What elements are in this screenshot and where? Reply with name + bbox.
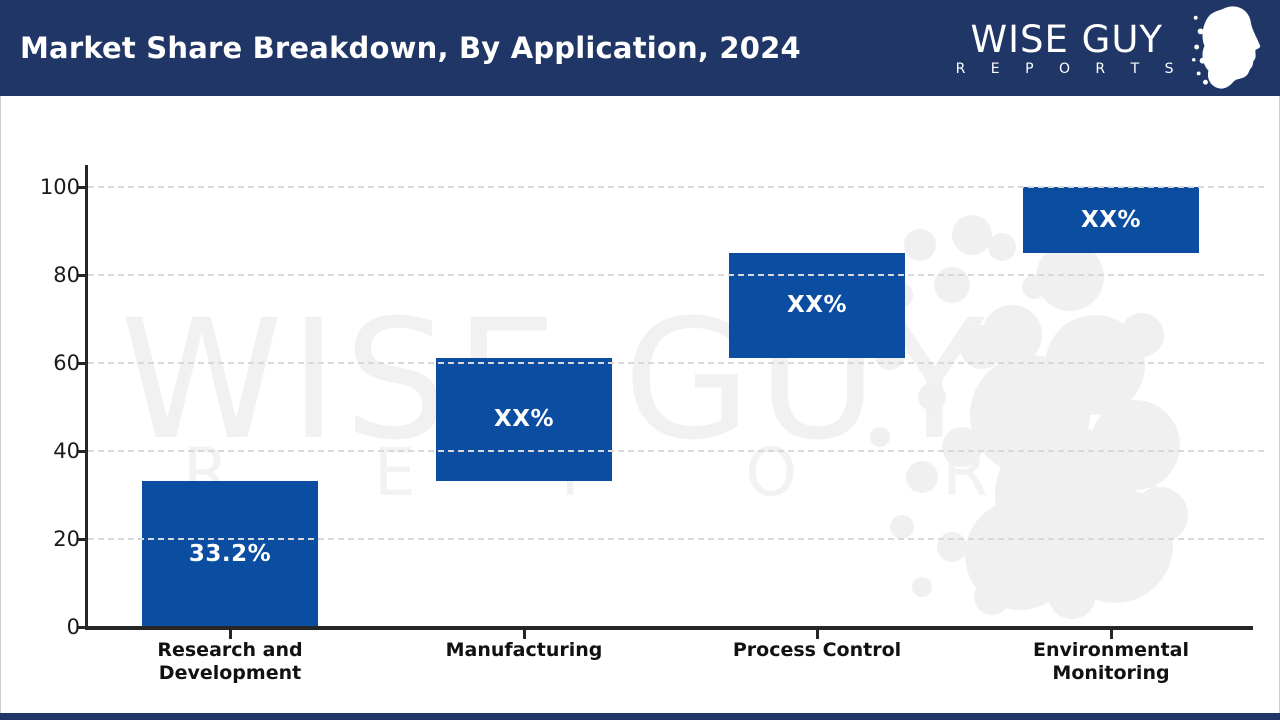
- x-tick-mark-1: [523, 630, 526, 639]
- wiseguy-logo: WISE GUY R E P O R T S: [950, 4, 1266, 92]
- x-category-label-line: Monitoring: [1052, 662, 1170, 684]
- x-tick-mark-0: [229, 630, 232, 639]
- bar-value-label: XX%: [1080, 207, 1141, 233]
- bar-value-label: 33.2%: [188, 540, 272, 567]
- bar-value-label: XX%: [786, 292, 847, 319]
- y-tick-mark-40: [78, 450, 88, 453]
- gridline-80: [88, 274, 1264, 276]
- x-tick-mark-3: [1110, 630, 1113, 639]
- bar-research-and-development: 33.2%: [142, 480, 318, 627]
- bar-process-control: XX%: [729, 253, 905, 358]
- left-border: [0, 96, 1, 713]
- gridline-60: [88, 362, 1264, 364]
- y-tick-mark-0: [78, 626, 88, 629]
- wiseguy-logo-text: WISE GUY R E P O R T S: [950, 17, 1184, 77]
- page-title: Market Share Breakdown, By Application, …: [20, 31, 801, 65]
- x-category-label-3: Environmental Monitoring: [961, 639, 1261, 685]
- gridline-40: [88, 450, 1264, 452]
- wiseguy-logo-subtitle: R E P O R T S: [955, 60, 1184, 77]
- watermark-head-dots: [870, 215, 1188, 619]
- x-category-label-line: Research and: [157, 639, 303, 661]
- x-category-label-0: Research and Development: [80, 639, 380, 685]
- y-axis: [85, 165, 88, 630]
- wiseguy-head-icon: [1191, 6, 1261, 89]
- x-tick-mark-2: [816, 630, 819, 639]
- y-tick-mark-80: [78, 274, 88, 277]
- gridline-20: [88, 538, 1264, 540]
- y-tick-label-0: 0: [66, 615, 80, 639]
- x-category-label-2: Process Control: [667, 639, 967, 662]
- footer-bar: [0, 713, 1280, 720]
- bar-environmental-monitoring: XX%: [1023, 187, 1199, 253]
- y-tick-label-100: 100: [39, 175, 80, 199]
- title-bar: Market Share Breakdown, By Application, …: [0, 0, 1280, 96]
- y-tick-mark-60: [78, 362, 88, 365]
- y-tick-label-20: 20: [53, 527, 80, 551]
- wiseguy-logo-name: WISE GUY: [970, 17, 1164, 61]
- x-category-label-line: Manufacturing: [445, 639, 603, 661]
- x-axis: [85, 626, 1253, 630]
- y-tick-mark-100: [78, 186, 88, 189]
- x-category-label-line: Development: [158, 662, 302, 684]
- y-tick-label-40: 40: [53, 439, 80, 463]
- y-tick-label-80: 80: [53, 263, 80, 287]
- bar-value-label: XX%: [493, 406, 554, 433]
- x-category-label-1: Manufacturing: [374, 639, 674, 662]
- gridline-100: [88, 186, 1264, 188]
- y-tick-mark-20: [78, 538, 88, 541]
- x-category-label-line: Environmental: [1033, 639, 1189, 661]
- bar-manufacturing: XX%: [436, 357, 612, 481]
- y-tick-label-60: 60: [53, 351, 80, 375]
- x-category-label-line: Process Control: [732, 639, 902, 661]
